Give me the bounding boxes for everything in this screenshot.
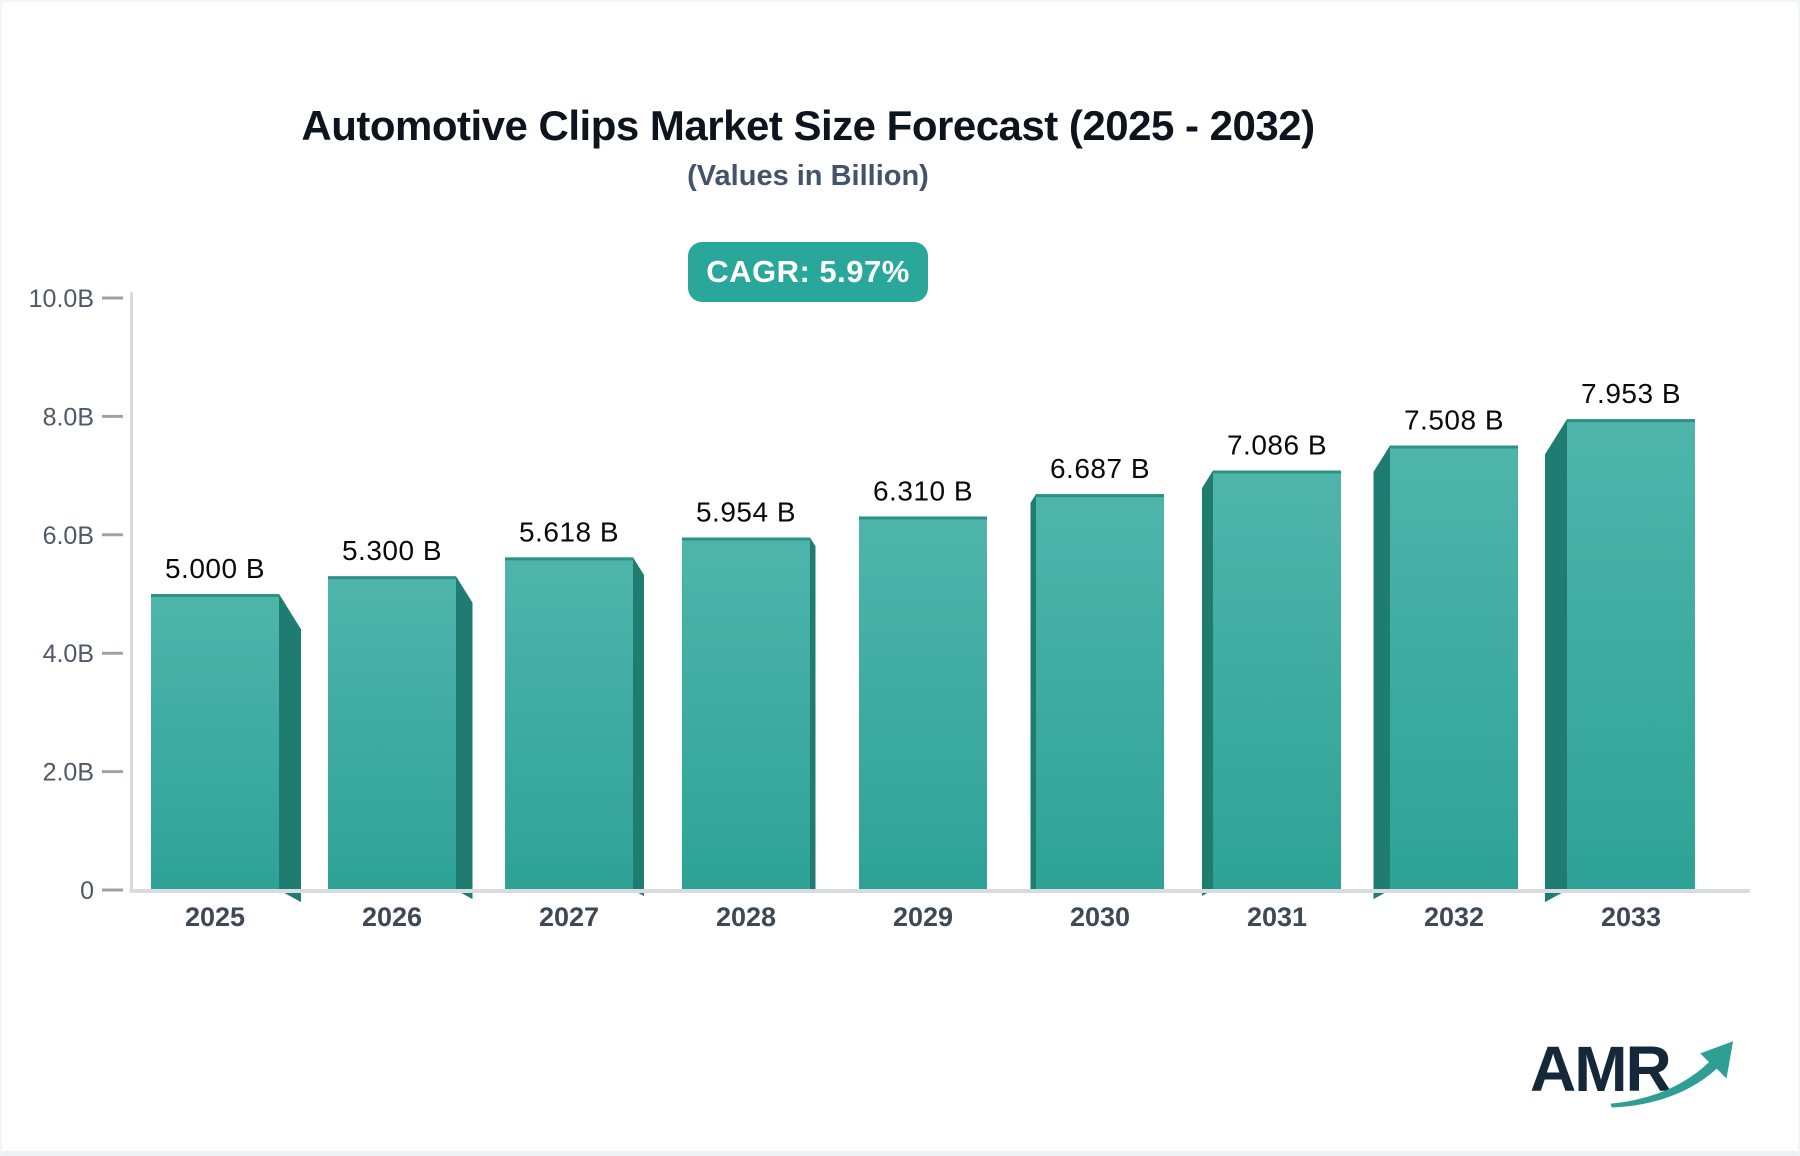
y-tick-label: 4.0B xyxy=(43,640,94,668)
page-title: Automotive Clips Market Size Forecast (2… xyxy=(301,102,1315,149)
x-axis-label: 2027 xyxy=(539,902,599,932)
bar-value-label: 7.086 B xyxy=(1227,430,1327,461)
chart-subtitle: (Values in Billion) xyxy=(687,160,929,192)
x-axis-label: 2029 xyxy=(893,902,953,932)
y-tick-label: 2.0B xyxy=(43,759,94,787)
bar-2032 xyxy=(1390,445,1518,890)
x-axis-label: 2026 xyxy=(362,902,422,932)
bar-side-2028 xyxy=(810,537,816,894)
bar-side-2032 xyxy=(1373,445,1390,900)
bar-value-label: 7.953 B xyxy=(1581,378,1681,409)
cagr-badge-label: CAGR: 5.97% xyxy=(706,254,910,289)
bar-value-label: 6.687 B xyxy=(1050,453,1150,484)
x-axis-label: 2032 xyxy=(1424,902,1484,932)
bar-side-2027 xyxy=(633,557,644,897)
bar-value-label: 5.954 B xyxy=(696,497,796,528)
bar-2030 xyxy=(1036,494,1164,890)
bar-side-2026 xyxy=(456,576,473,900)
x-axis-label: 2033 xyxy=(1601,902,1661,932)
x-axis-label: 2028 xyxy=(716,902,776,932)
bar-2028 xyxy=(682,537,810,890)
bar-value-label: 5.300 B xyxy=(342,535,442,566)
bar-value-label: 6.310 B xyxy=(873,475,973,506)
bar-2033 xyxy=(1567,419,1695,890)
x-axis-label: 2031 xyxy=(1247,902,1307,932)
cagr-badge: CAGR: 5.97% xyxy=(688,242,928,302)
bar-value-label: 5.618 B xyxy=(519,516,619,547)
bar-value-label: 5.000 B xyxy=(165,553,265,584)
amr-logo-text: AMR xyxy=(1530,1033,1672,1105)
x-axis-label: 2030 xyxy=(1070,902,1130,932)
bar-2029 xyxy=(859,516,987,890)
y-tick-label: 0 xyxy=(80,877,94,905)
bar-2026 xyxy=(328,576,456,890)
y-tick-label: 6.0B xyxy=(43,522,94,550)
y-tick-label: 8.0B xyxy=(43,403,94,431)
bar-side-2030 xyxy=(1030,494,1036,894)
bar-side-2031 xyxy=(1202,470,1213,897)
x-axis-label: 2025 xyxy=(185,902,245,932)
bar-side-2033 xyxy=(1545,419,1567,903)
bar-side-2025 xyxy=(279,594,301,903)
y-tick-label: 10.0B xyxy=(29,285,94,313)
amr-logo: AMR xyxy=(1530,1032,1760,1122)
growth-arrow-icon xyxy=(1610,1041,1734,1108)
bar-value-label: 7.508 B xyxy=(1404,405,1504,436)
bar-2027 xyxy=(505,557,633,890)
bar-2025 xyxy=(151,594,279,890)
bar-2031 xyxy=(1213,470,1341,890)
